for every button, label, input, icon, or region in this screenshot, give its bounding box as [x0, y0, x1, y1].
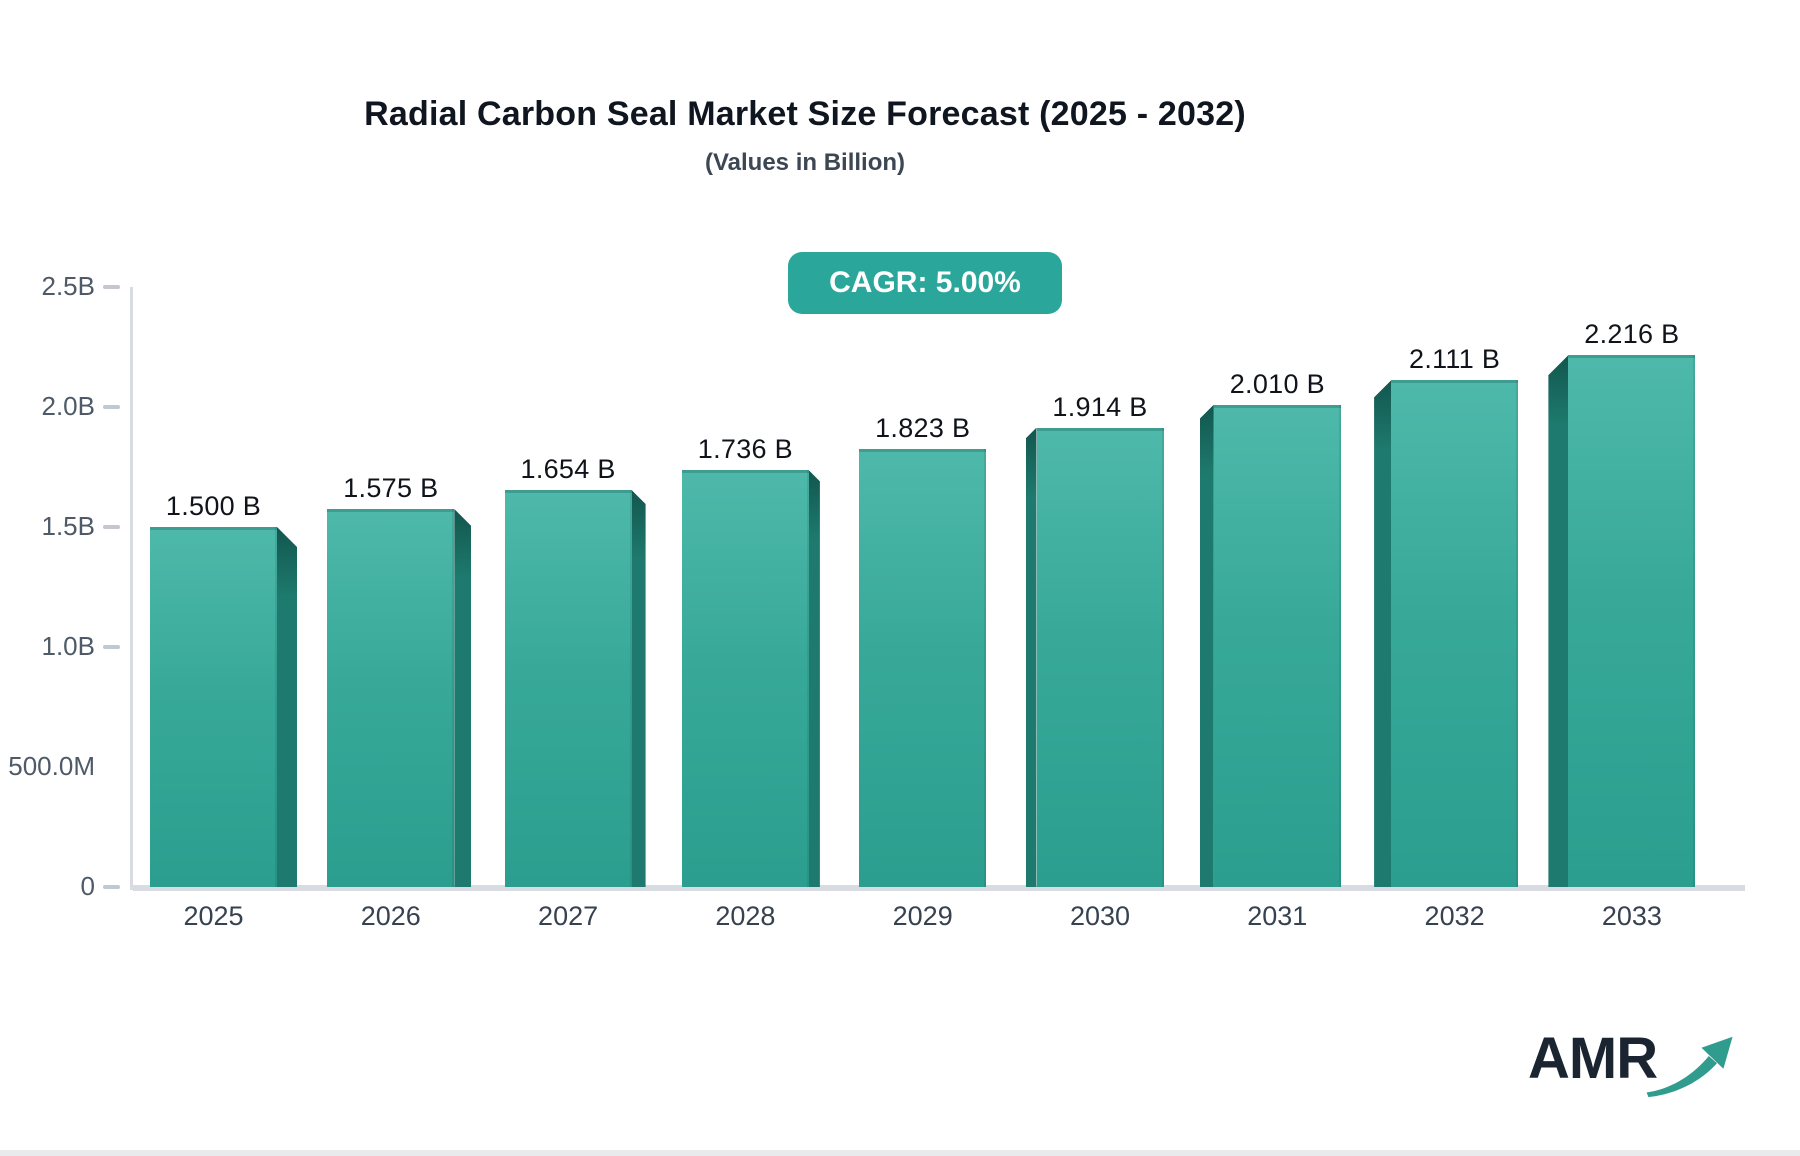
- chart-title: Radial Carbon Seal Market Size Forecast …: [364, 95, 1246, 133]
- bar: [1036, 427, 1164, 887]
- logo-arrow-icon: [1646, 1036, 1733, 1098]
- bar: [681, 470, 809, 887]
- bar-value-label: 1.736 B: [697, 434, 793, 465]
- bar-value-label: 2.216 B: [1584, 319, 1680, 350]
- y-axis-tick-label: 1.5B: [41, 511, 96, 541]
- y-axis-tick-mark: [103, 405, 120, 409]
- y-axis-line: [130, 287, 133, 890]
- bar-value-label: 1.654 B: [520, 454, 616, 485]
- bar: [504, 490, 632, 887]
- x-axis-tick-label: 2032: [1424, 901, 1485, 931]
- y-axis-tick-label: 2.0B: [41, 391, 96, 421]
- bar: [1568, 355, 1696, 887]
- y-axis-tick-mark: [103, 285, 120, 289]
- bar-value-label: 1.914 B: [1052, 391, 1148, 422]
- x-axis-tick-label: 2031: [1247, 901, 1308, 931]
- x-axis-tick-label: 2033: [1601, 901, 1662, 931]
- x-axis-tick-label: 2029: [892, 901, 953, 931]
- bar-value-label: 1.500 B: [165, 491, 262, 521]
- x-axis-tick-label: 2027: [538, 901, 599, 931]
- bar: [859, 449, 987, 887]
- y-axis-tick-mark: [103, 525, 120, 529]
- y-axis-tick-label: 1.0B: [41, 631, 96, 661]
- y-axis-tick-mark: [103, 885, 120, 889]
- bar-3d-side: [808, 470, 820, 887]
- bar-3d-side: [1374, 380, 1392, 887]
- bar-value-label: 2.010 B: [1229, 368, 1325, 399]
- logo-text: AMR: [1528, 1026, 1658, 1091]
- bar-3d-side: [1548, 355, 1569, 887]
- bar-value-label: 1.575 B: [343, 473, 439, 503]
- bar-3d-side: [454, 509, 472, 887]
- y-axis-tick-label: 500.0M: [8, 751, 95, 781]
- y-axis-tick-label: 0: [80, 871, 95, 901]
- bar: [1391, 380, 1519, 887]
- bar: [327, 509, 455, 887]
- x-axis-tick-label: 2028: [715, 901, 776, 931]
- page-bottom-strip: [0, 1150, 1800, 1156]
- bar: [1213, 404, 1341, 887]
- cagr-badge: CAGR: 5.00%: [788, 252, 1062, 314]
- bar-3d-side: [277, 527, 297, 887]
- bar-3d-side: [1025, 427, 1037, 887]
- bar-value-label: 2.111 B: [1409, 344, 1501, 375]
- x-axis-tick-label: 2026: [360, 901, 421, 931]
- x-axis-tick-label: 2025: [183, 901, 244, 931]
- bar-3d-side: [1199, 404, 1214, 887]
- y-axis-tick-label: 2.5B: [41, 271, 96, 301]
- x-axis-tick-label: 2030: [1069, 901, 1131, 931]
- bar: [150, 527, 277, 887]
- x-axis-line: [133, 885, 1745, 891]
- y-axis-tick-mark: [103, 645, 120, 649]
- amr-logo: AMR: [1528, 1030, 1738, 1098]
- bar-3d-side: [631, 490, 646, 887]
- chart-subtitle: (Values in Billion): [704, 149, 906, 176]
- bar-value-label: 1.823 B: [875, 413, 971, 444]
